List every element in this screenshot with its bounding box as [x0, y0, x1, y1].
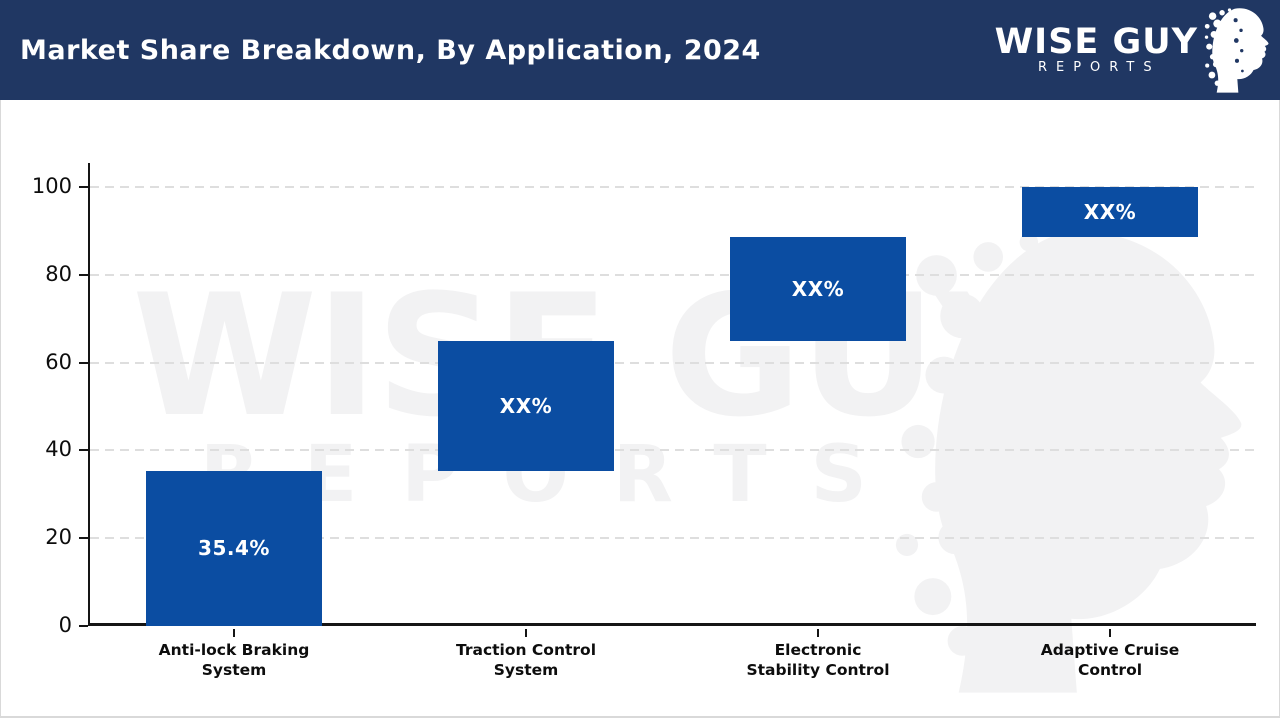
- x-axis-label-traction-control-system: Traction Control System: [455, 641, 597, 679]
- gridline-100: [90, 186, 1256, 188]
- bar-anti-lock-braking-system: 35.4%: [146, 470, 322, 626]
- logo-wiseguy-text: WISE GUY: [994, 22, 1198, 62]
- y-tick-label-40: 40: [45, 437, 72, 462]
- bar-adaptive-cruise-control: XX%: [1022, 187, 1198, 238]
- image-border-left: [0, 100, 1, 716]
- header-bar: Market Share Breakdown, By Application, …: [0, 0, 1280, 100]
- y-tick-label-20: 20: [45, 525, 72, 550]
- y-tick-label-80: 80: [45, 261, 72, 286]
- x-axis-label-anti-lock-braking-system: Anti-lock Braking System: [158, 641, 310, 679]
- chart-area: WISE GUY REPORTS 0 20 40 60 80 100 35.4% Anti-l…: [0, 100, 1280, 720]
- bar-value-label-adaptive-cruise-control: XX%: [1083, 200, 1137, 225]
- gridline-40: [90, 449, 1256, 452]
- bar-electronic-stability-control: XX%: [730, 237, 906, 342]
- y-tick-mark-80: [79, 273, 88, 276]
- y-tick-label-0: 0: [58, 613, 72, 637]
- y-tick-mark-60: [79, 361, 88, 364]
- bar-traction-control-system: XX%: [438, 341, 614, 471]
- gridline-60: [90, 361, 1256, 364]
- logo-reports-text: REPORTS: [1037, 60, 1161, 75]
- gridline-20: [90, 537, 1256, 540]
- x-axis-label-electronic-stability-control: Electronic Stability Control: [746, 641, 890, 679]
- wiseguy-face-icon: [1204, 8, 1269, 93]
- image-border-bottom: [0, 716, 1280, 718]
- y-tick-label-100: 100: [31, 174, 72, 198]
- bar-value-label-electronic-stability-control: XX%: [791, 277, 845, 302]
- watermark-face-icon: [894, 232, 1242, 693]
- x-axis-label-adaptive-cruise-control: Adaptive Cruise Control: [1040, 641, 1180, 679]
- bar-value-label-anti-lock-braking-system: 35.4%: [198, 536, 270, 561]
- bar-value-label-traction-control-system: XX%: [499, 393, 553, 418]
- x-tick-mark-traction-control-system: [525, 629, 527, 637]
- wiseguy-logo: WISE GUY REPORTS: [995, 4, 1274, 96]
- gridline-80: [90, 273, 1256, 276]
- x-tick-mark-anti-lock-braking-system: [233, 629, 235, 637]
- y-tick-label-60: 60: [45, 349, 72, 374]
- x-tick-mark-electronic-stability-control: [817, 629, 819, 637]
- y-tick-mark-40: [79, 449, 88, 452]
- y-tick-mark-0: [79, 625, 88, 627]
- x-tick-mark-adaptive-cruise-control: [1109, 629, 1111, 637]
- axes: [88, 163, 1256, 626]
- y-tick-mark-20: [79, 537, 88, 540]
- logo-text: WISE GUY REPORTS: [995, 24, 1198, 76]
- y-tick-mark-100: [79, 186, 88, 188]
- chart-title: Market Share Breakdown, By Application, …: [20, 34, 761, 66]
